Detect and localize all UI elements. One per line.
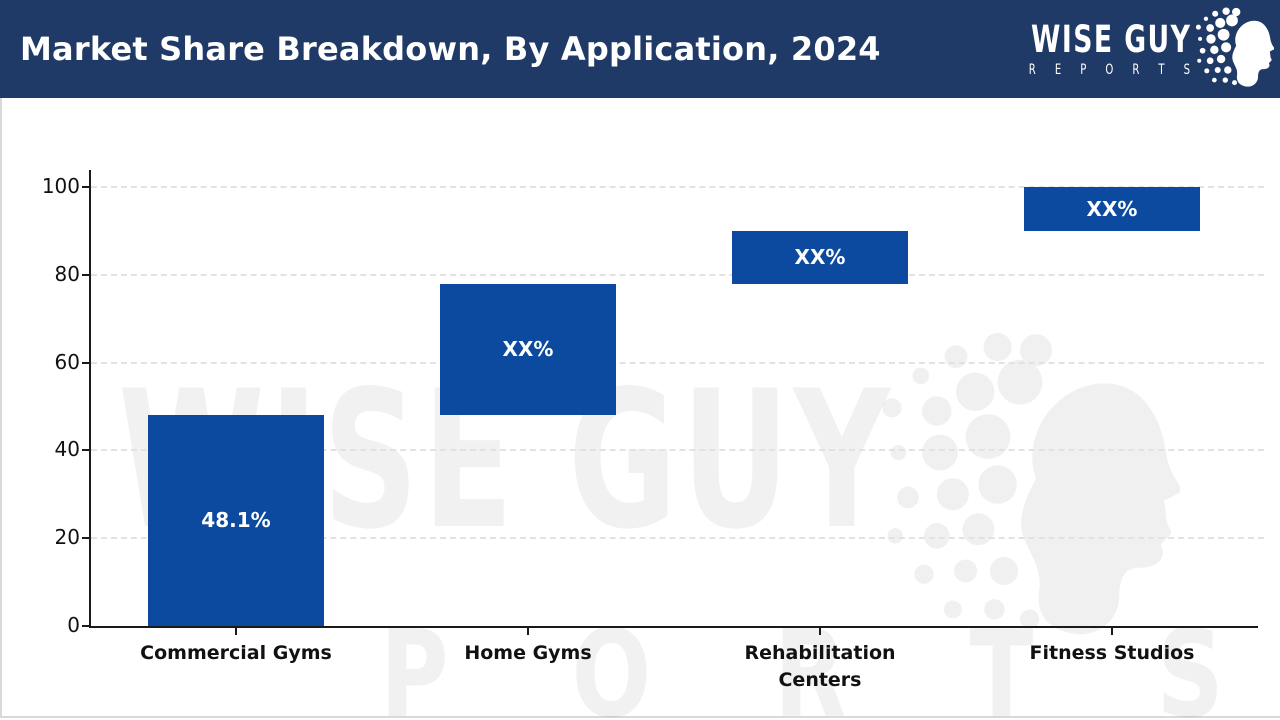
x-category-label: Rehabilitation Centers: [744, 642, 896, 691]
y-axis-tick-mark: [82, 625, 89, 627]
gridline-100: [91, 186, 1264, 188]
x-category-label: Fitness Studios: [1029, 642, 1195, 664]
x-axis-tick-mark: [819, 628, 821, 635]
logo-wordmark: WISE GUY R E P O R T S: [1025, 21, 1198, 77]
y-axis-tick-mark: [82, 186, 89, 188]
y-axis-tick-label: 20: [54, 525, 80, 550]
bar-value-label: XX%: [1086, 196, 1138, 221]
page-title: Market Share Breakdown, By Application, …: [20, 30, 881, 68]
watermark-head-icon: [882, 332, 1180, 635]
wise-guy-logo: WISE GUY R E P O R T S: [957, 6, 1274, 92]
logo-wordmark-line2: R E P O R T S: [1028, 62, 1198, 78]
y-axis-tick-mark: [82, 273, 89, 276]
bar-value-label: 48.1%: [201, 508, 271, 533]
header-bar: Market Share Breakdown, By Application, …: [0, 0, 1280, 98]
bar-segment: XX%: [1024, 187, 1200, 231]
gridline-60: [91, 361, 1264, 364]
y-axis-tick-mark: [82, 537, 89, 540]
x-axis-spine: [89, 626, 1258, 628]
y-axis-tick-label: 60: [54, 349, 80, 374]
y-axis-tick-label: 100: [41, 174, 80, 198]
bar-value-label: XX%: [502, 337, 554, 362]
y-axis-tick-label: 0: [67, 613, 80, 637]
bar-segment: XX%: [732, 230, 908, 284]
x-axis-tick-mark: [527, 628, 529, 635]
bar-segment: 48.1%: [148, 414, 324, 626]
x-category-label: Home Gyms: [464, 642, 592, 664]
gridline-80: [91, 273, 1264, 276]
gridline-20: [91, 537, 1264, 540]
bar-segment: XX%: [440, 283, 616, 415]
gridline-40: [91, 449, 1264, 452]
y-axis-tick-label: 80: [54, 261, 80, 286]
bar-value-label: XX%: [794, 245, 846, 270]
chart-card: WISE GUY P O R T S 0 20 40 60 80 100 48.1% XX% X…: [0, 98, 1280, 720]
x-axis-tick-mark: [235, 628, 237, 635]
y-axis-spine: [89, 170, 91, 628]
logo-head-icon: [1195, 7, 1274, 87]
y-axis-tick-mark: [82, 361, 89, 364]
y-axis-tick-mark: [82, 449, 89, 452]
x-axis-tick-mark: [1111, 628, 1113, 635]
y-axis-tick-label: 40: [54, 437, 80, 462]
logo-wordmark-line1: WISE GUY: [1031, 18, 1192, 61]
x-category-label: Commercial Gyms: [140, 642, 332, 664]
